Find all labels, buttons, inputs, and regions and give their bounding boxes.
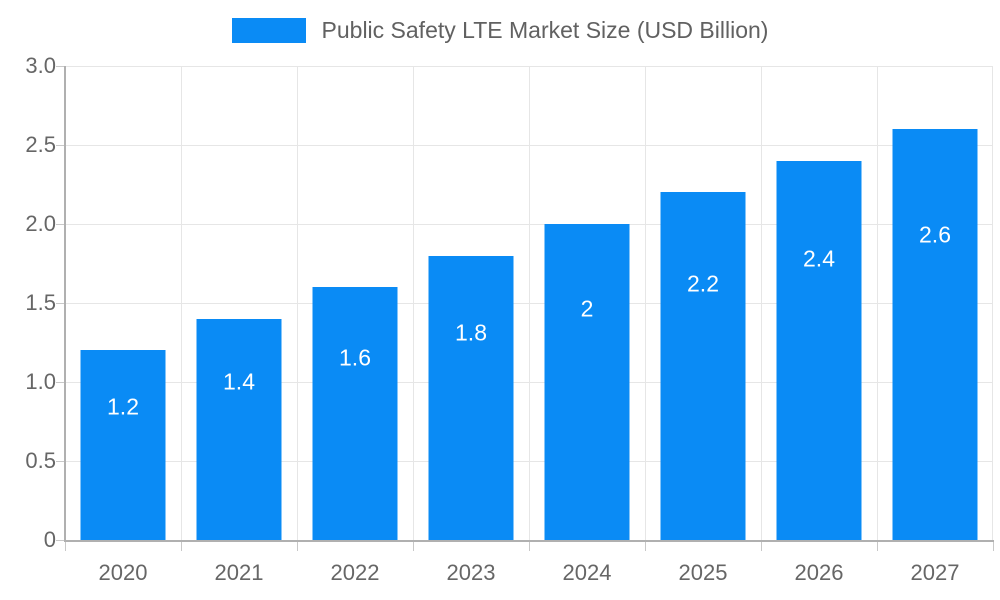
bar-slot: 2: [529, 66, 645, 540]
x-tick-mark: [645, 542, 646, 551]
y-tick-mark: [56, 303, 64, 304]
bar-value-label: 2.2: [687, 270, 719, 297]
chart-legend: Public Safety LTE Market Size (USD Billi…: [0, 12, 1000, 48]
x-axis-ticks: 2020 2021 2022 2023 2024 2025 2026 2027: [65, 542, 994, 600]
bar-value-label: 1.4: [223, 368, 255, 395]
bar-value-label: 2: [580, 295, 594, 322]
bar-slot: 2.2: [645, 66, 761, 540]
x-tick-label-2024[interactable]: 2024: [562, 560, 612, 585]
gridline-x: [297, 66, 298, 540]
y-tick-label: 3.0: [25, 53, 56, 78]
bar-value-label: 2.4: [803, 245, 835, 272]
y-tick-label: 1.0: [25, 369, 56, 394]
x-tick-mark: [761, 542, 762, 551]
plot-area: [65, 66, 993, 541]
bar-value-label: 2.6: [919, 221, 951, 248]
y-tick-mark: [56, 382, 64, 383]
gridline-x: [413, 66, 414, 540]
x-tick-label-2020[interactable]: 2020: [98, 560, 148, 585]
bar-2021[interactable]: 1.4: [196, 318, 282, 540]
x-axis-line: [64, 540, 994, 542]
gridline-x: [645, 66, 646, 540]
gridline-x: [877, 66, 878, 540]
bar-slot: 1.2: [65, 66, 181, 540]
y-tick-mark: [56, 224, 64, 225]
bar-value-label: 1.6: [339, 344, 371, 371]
bar-slot: 2.4: [761, 66, 877, 540]
x-tick-mark: [413, 542, 414, 551]
x-tick-mark: [181, 542, 182, 551]
y-tick-mark: [56, 66, 64, 67]
x-tick-mark: [65, 542, 66, 551]
bar-value-label: 1.8: [455, 319, 487, 346]
bar-value-label: 1.2: [107, 393, 139, 420]
bar-2022[interactable]: 1.6: [312, 287, 398, 540]
x-tick-label-2021[interactable]: 2021: [214, 560, 264, 585]
x-tick-mark: [877, 542, 878, 551]
gridline-x: [181, 66, 182, 540]
y-tick-mark: [56, 540, 64, 541]
y-tick-label: 0: [43, 527, 56, 552]
bar-slot: 1.6: [297, 66, 413, 540]
bar-2024[interactable]: 2: [544, 224, 630, 540]
bars-layer: 1.2 1.4 1.6 1.8 2 2.2 2.4 2.6: [65, 66, 993, 540]
x-tick-label-2026[interactable]: 2026: [794, 560, 844, 585]
y-tick-label: 0.5: [25, 448, 56, 473]
gridline-x: [529, 66, 530, 540]
y-tick-label: 1.5: [25, 290, 56, 315]
y-tick-label: 2.5: [25, 132, 56, 157]
x-tick-label-2027[interactable]: 2027: [910, 560, 960, 585]
legend-label[interactable]: Public Safety LTE Market Size (USD Billi…: [321, 16, 769, 43]
bar-slot: 2.6: [877, 66, 993, 540]
plot-right-edge: [992, 66, 993, 540]
y-tick-mark: [56, 145, 64, 146]
legend-color-swatch[interactable]: [231, 17, 306, 43]
x-tick-label-2025[interactable]: 2025: [678, 560, 728, 585]
x-tick-label-2022[interactable]: 2022: [330, 560, 380, 585]
y-tick-mark: [56, 461, 64, 462]
y-tick-label: 2.0: [25, 211, 56, 236]
y-axis-ticks: 0 0.5 1.0 1.5 2.0 2.5 3.0: [0, 0, 64, 600]
bar-2020[interactable]: 1.2: [80, 350, 166, 540]
x-tick-mark: [993, 542, 994, 551]
bar-slot: 1.4: [181, 66, 297, 540]
x-tick-mark: [529, 542, 530, 551]
bar-2025[interactable]: 2.2: [660, 192, 746, 540]
bar-2023[interactable]: 1.8: [428, 255, 514, 540]
bar-2027[interactable]: 2.6: [892, 129, 978, 540]
y-axis-line: [64, 66, 66, 541]
bar-slot: 1.8: [413, 66, 529, 540]
gridline-x: [761, 66, 762, 540]
x-tick-label-2023[interactable]: 2023: [446, 560, 496, 585]
bar-2026[interactable]: 2.4: [776, 160, 862, 540]
x-tick-mark: [297, 542, 298, 551]
